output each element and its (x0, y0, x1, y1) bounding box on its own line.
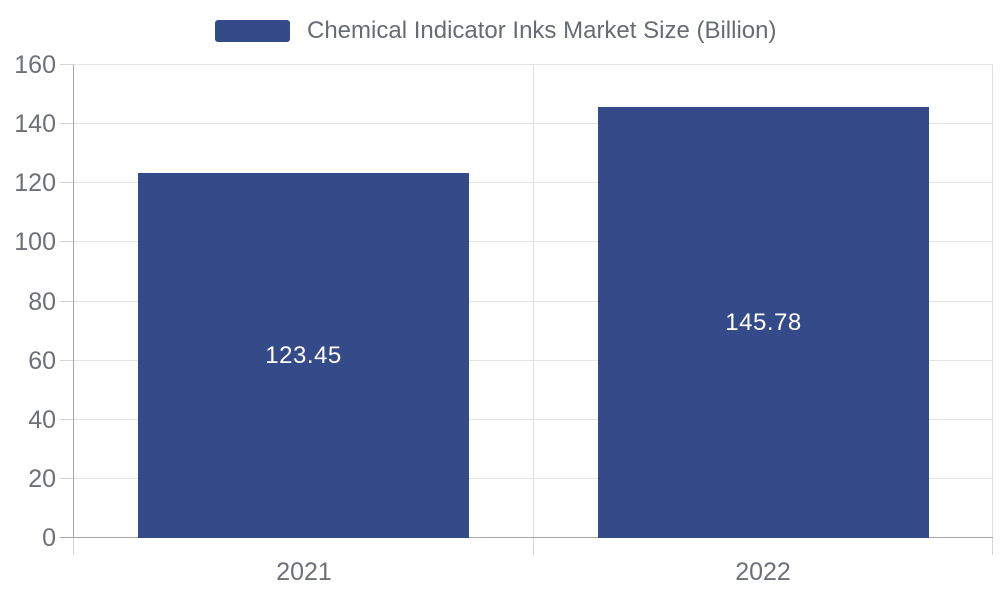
bar-2022[interactable]: 145.78 (598, 107, 929, 538)
y-axis-tick (60, 182, 74, 183)
legend-item[interactable]: Chemical Indicator Inks Market Size (Bil… (215, 17, 777, 45)
y-axis-tick (60, 360, 74, 361)
x-axis-tick (73, 538, 74, 555)
y-gridline (74, 64, 993, 65)
y-tick-label: 40 (28, 406, 56, 434)
y-axis-tick (60, 241, 74, 242)
y-axis-tick (60, 64, 74, 65)
y-tick-label: 80 (28, 288, 56, 316)
y-tick-label: 160 (14, 51, 56, 79)
x-tick-label: 2021 (276, 558, 332, 586)
y-tick-label: 100 (14, 228, 56, 256)
x-axis-line (60, 537, 993, 538)
legend-label: Chemical Indicator Inks Market Size (Bil… (307, 17, 777, 44)
x-axis-tick (992, 538, 993, 555)
y-tick-label: 20 (28, 465, 56, 493)
y-axis-tick (60, 123, 74, 124)
y-tick-label: 0 (42, 524, 56, 552)
y-tick-label: 140 (14, 110, 56, 138)
y-axis-line (73, 65, 74, 539)
x-axis-tick (533, 538, 534, 555)
bar-value-label: 123.45 (265, 341, 342, 369)
y-axis-tick (60, 478, 74, 479)
x-tick-label: 2022 (735, 558, 791, 586)
y-tick-label: 120 (14, 169, 56, 197)
y-axis-tick (60, 419, 74, 420)
x-split-line (533, 65, 534, 538)
bar-2021[interactable]: 123.45 (138, 173, 469, 538)
y-tick-label: 60 (28, 347, 56, 375)
legend-swatch-icon (215, 20, 290, 42)
x-split-line (992, 65, 993, 538)
y-axis-tick (60, 301, 74, 302)
bar-value-label: 145.78 (725, 308, 802, 336)
